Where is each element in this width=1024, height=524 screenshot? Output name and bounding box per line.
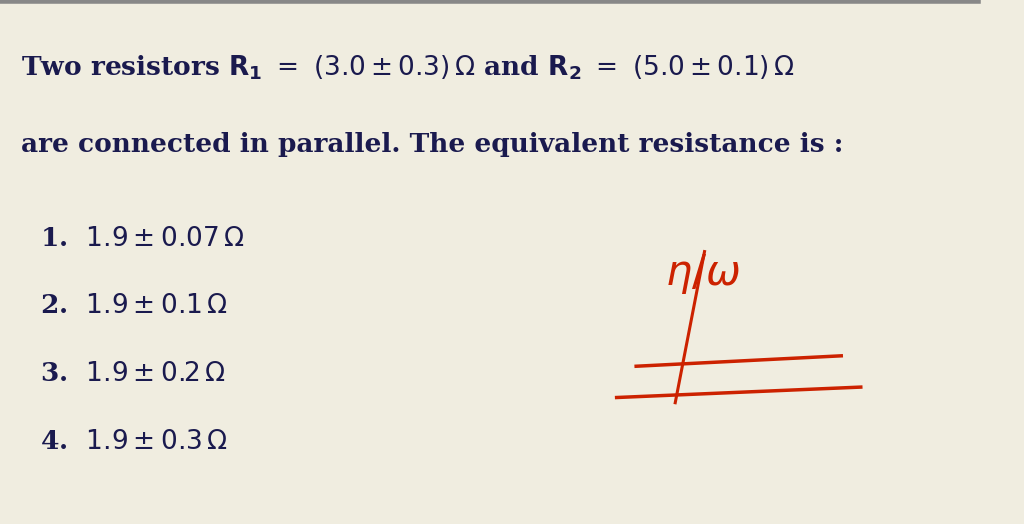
Text: 3.  $1.9 \pm 0.2\,\Omega$: 3. $1.9 \pm 0.2\,\Omega$ (41, 361, 226, 386)
Text: are connected in parallel. The equivalent resistance is :: are connected in parallel. The equivalen… (20, 132, 844, 157)
Text: 4.  $1.9 \pm 0.3\,\Omega$: 4. $1.9 \pm 0.3\,\Omega$ (41, 429, 228, 454)
Text: Two resistors $\mathbf{R_1}$ $=$ $(3.0 \pm 0.3)\,\Omega$ and $\mathbf{R_2}$ $=$ : Two resistors $\mathbf{R_1}$ $=$ $(3.0 \… (20, 53, 795, 82)
Text: 2.  $1.9 \pm 0.1\,\Omega$: 2. $1.9 \pm 0.1\,\Omega$ (41, 293, 228, 318)
Text: 1.  $1.9 \pm 0.07\,\Omega$: 1. $1.9 \pm 0.07\,\Omega$ (41, 225, 245, 250)
Text: $\mathit{\eta/\omega}$: $\mathit{\eta/\omega}$ (666, 252, 741, 296)
